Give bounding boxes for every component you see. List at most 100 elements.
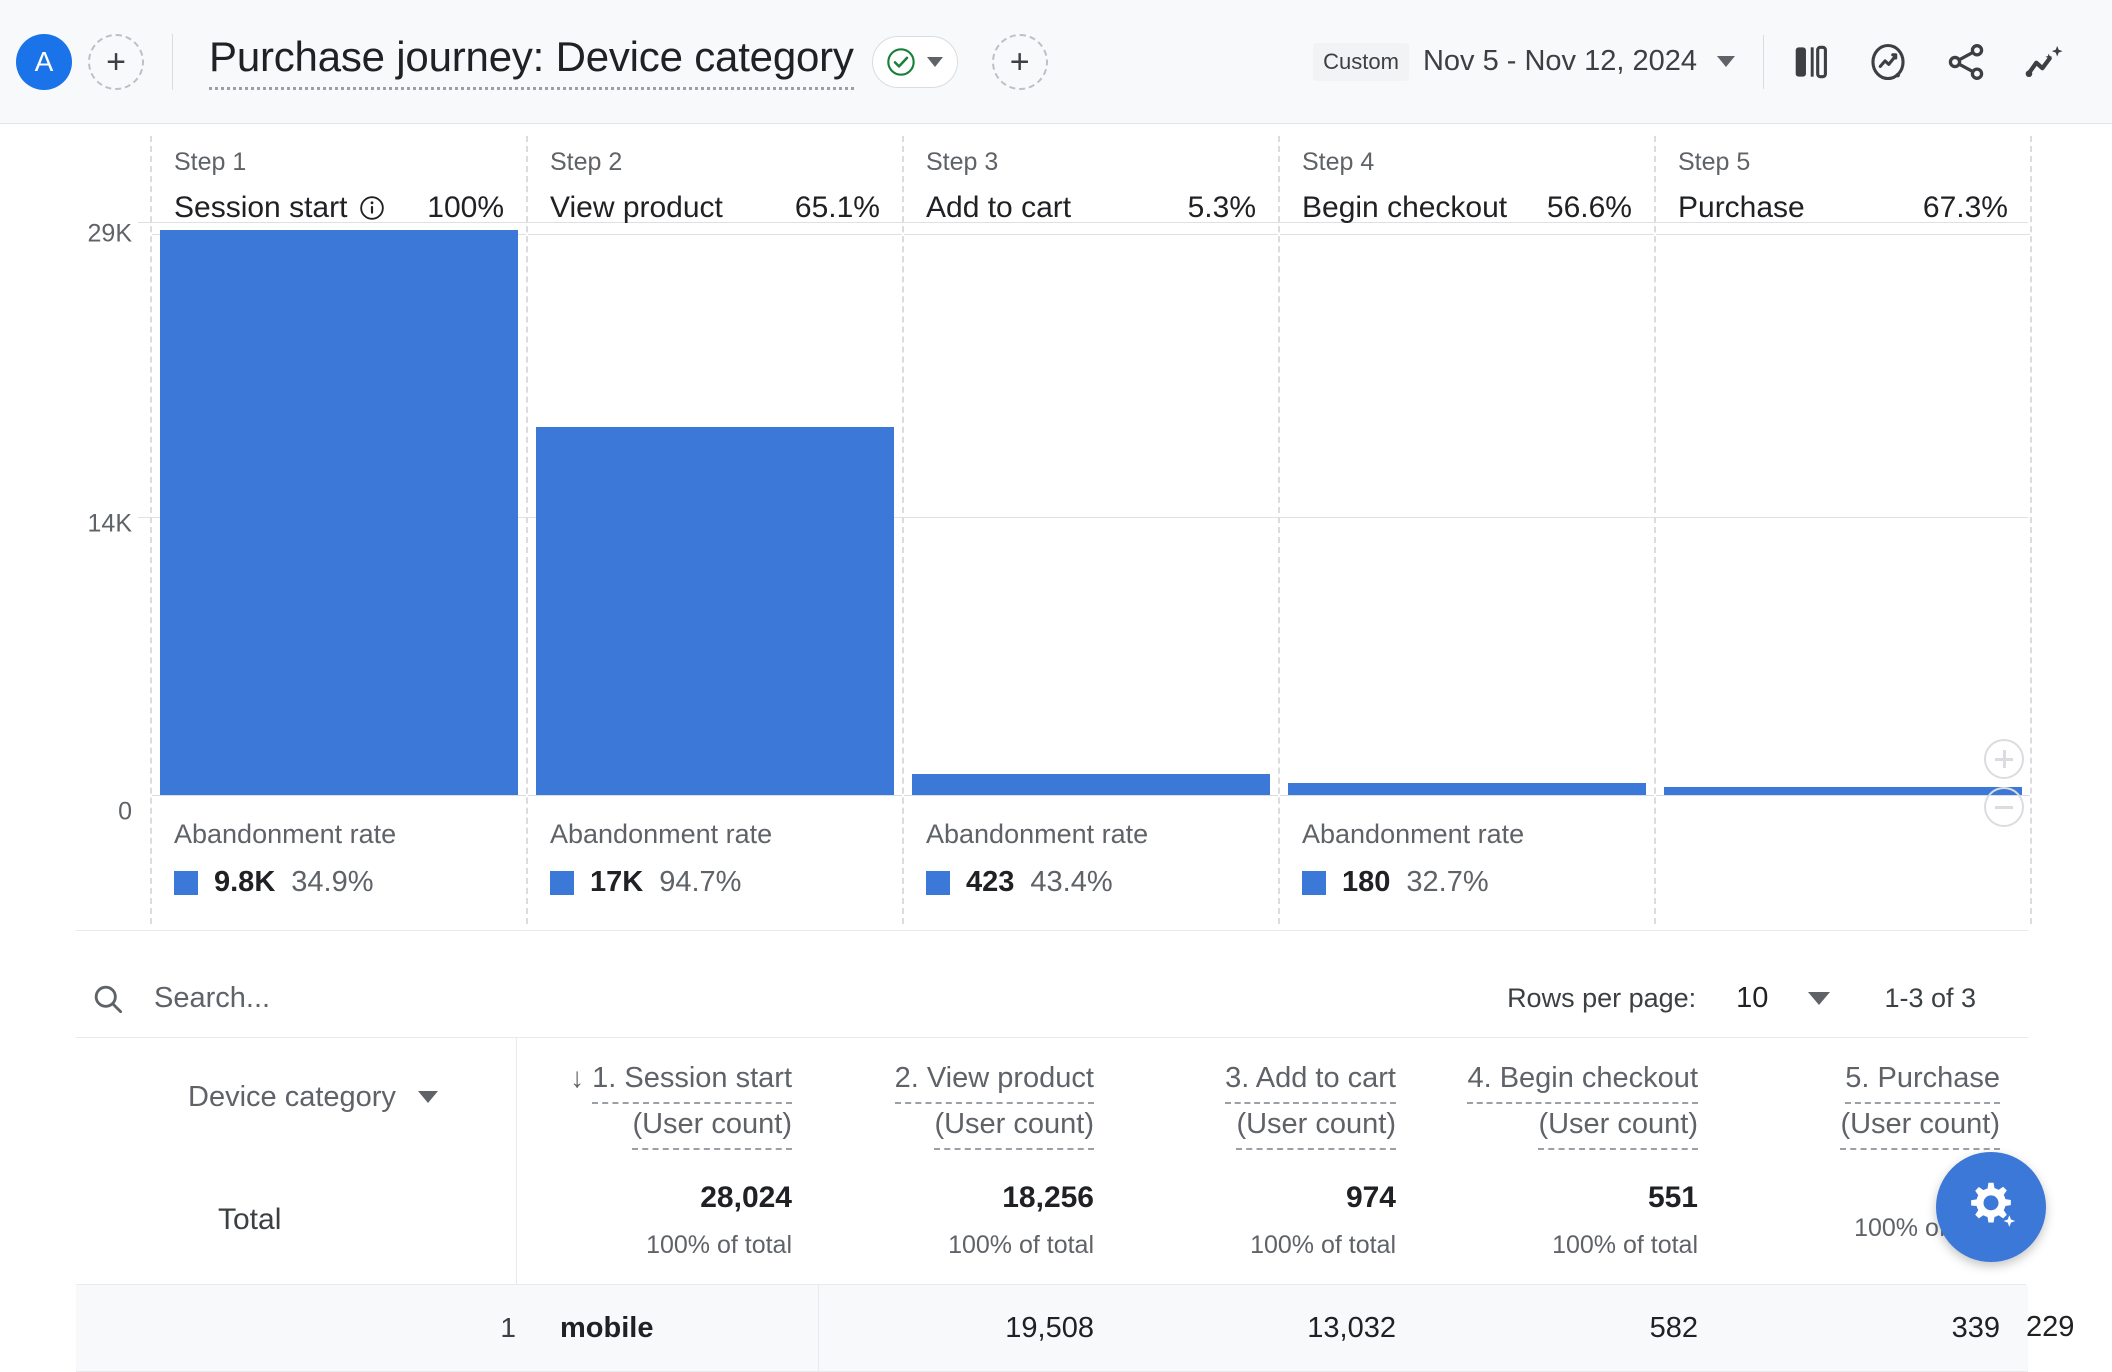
metric-header-title: 1. Session start [592, 1058, 792, 1104]
row-metric-cell: 582 [1422, 1284, 1724, 1372]
check-circle-icon [887, 47, 915, 76]
step-completion-rate: 65.1% [794, 191, 880, 224]
abandonment-label: Abandonment rate [926, 819, 1149, 849]
column-header-dimension[interactable]: Device category [76, 1038, 517, 1156]
dimension-header-label: Device category [188, 1080, 396, 1113]
funnel-bar[interactable] [160, 230, 518, 796]
metric-header-title: 3. Add to cart [1225, 1058, 1396, 1104]
row-metric-cell: 229 [2026, 1284, 2074, 1372]
total-value: 28,024 [700, 1180, 792, 1214]
step-completion-rate: 56.6% [1546, 191, 1632, 224]
step-completion-rate: 67.3% [1922, 191, 2008, 224]
funnel-step-2[interactable]: Step 2 View product 65.1% Abandonment ra… [526, 136, 904, 924]
plot-baseline [528, 795, 902, 796]
total-subtext: 100% of total [948, 1230, 1094, 1259]
chevron-down-icon[interactable] [1808, 992, 1831, 1005]
step-name: Begin checkout [1302, 191, 1508, 224]
trends-sparkle-icon[interactable] [2022, 40, 2066, 84]
step-plot [152, 230, 526, 796]
row-metric-cell: 13,032 [1120, 1284, 1422, 1372]
step-completion-rate: 100% [427, 191, 504, 224]
column-header-step-5[interactable]: 5. Purchase (User count) [1724, 1038, 2026, 1156]
funnel-bar[interactable] [536, 427, 894, 796]
gridline [138, 517, 2028, 518]
info-icon[interactable] [359, 195, 385, 221]
plot-baseline [152, 795, 526, 796]
funnel-y-axis: 29K 14K 0 [0, 124, 150, 936]
column-header-step-4[interactable]: 4. Begin checkout (User count) [1422, 1038, 1724, 1156]
rows-per-page-value[interactable]: 10 [1736, 982, 1769, 1014]
chart-bottom-divider [76, 930, 2028, 931]
series-swatch-icon [926, 870, 950, 895]
funnel-bar[interactable] [1664, 787, 2022, 796]
total-subtext: 100% of total [1552, 1230, 1698, 1259]
chevron-down-icon[interactable] [417, 1091, 438, 1103]
series-swatch-icon [1302, 870, 1326, 895]
add-property-button[interactable]: + [88, 33, 144, 90]
abandonment-percent: 43.4% [1030, 866, 1113, 898]
funnel-bar[interactable] [1288, 783, 1646, 796]
validation-status-chip[interactable] [871, 35, 958, 88]
share-icon[interactable] [1944, 40, 1988, 84]
row-dimension-value[interactable]: mobile [516, 1284, 819, 1372]
metric-header-sub: (User count) [934, 1104, 1094, 1151]
rows-per-page-control: Rows per page: 10 [1507, 982, 1831, 1015]
plot-baseline [1280, 795, 1654, 796]
gear-sparkle-icon [1971, 1182, 2016, 1227]
funnel-step-3[interactable]: Step 3 Add to cart 5.3% Abandonment rate… [902, 136, 1280, 924]
search-icon[interactable] [90, 981, 126, 1017]
exploration-data-table: Device category ↓ 1. Session start (User … [76, 1038, 2074, 1372]
total-cell: 974 100% of total [1120, 1156, 1422, 1285]
table-toolbar: Rows per page: 10 1-3 of 3 [76, 960, 2028, 1038]
metric-header-sub: (User count) [632, 1104, 792, 1151]
step-footer: Abandonment rate 180 32.7% [1280, 796, 1654, 924]
insights-icon[interactable] [1866, 40, 1910, 84]
step-plot [1656, 234, 2030, 796]
metric-header-sub: (User count) [1236, 1104, 1396, 1151]
plot-baseline [904, 795, 1278, 796]
chevron-down-icon [1717, 56, 1735, 67]
metric-header-sub: (User count) [1840, 1104, 2000, 1151]
search-input[interactable] [152, 981, 756, 1016]
page-title[interactable]: Purchase journey: Device category [209, 33, 854, 90]
metric-header-title: 5. Purchase [1845, 1058, 2000, 1104]
step-header: Step 4 Begin checkout 56.6% [1280, 136, 1654, 234]
step-name: View product [550, 191, 723, 224]
step-name: Session start [174, 191, 385, 225]
funnel-bar[interactable] [912, 774, 1270, 796]
funnel-step-1[interactable]: Step 1 Session start 100% [150, 136, 528, 924]
sort-descending-icon: ↓ [570, 1061, 585, 1093]
toolbar-divider-right [1763, 34, 1764, 89]
row-index: 1 [76, 1284, 516, 1372]
date-range-selector[interactable]: Custom Nov 5 - Nov 12, 2024 [1313, 42, 1735, 81]
compare-icon[interactable] [1788, 40, 1832, 84]
abandonment-percent: 34.9% [291, 866, 374, 898]
zoom-out-button[interactable] [1984, 787, 2024, 827]
funnel-step-4[interactable]: Step 4 Begin checkout 56.6% Abandonment … [1278, 136, 1656, 924]
insights-fab-button[interactable] [1936, 1152, 2046, 1262]
table-row[interactable]: 1 mobile 19,508 13,032 582 339 229 [76, 1284, 2074, 1372]
column-header-step-2[interactable]: 2. View product (User count) [818, 1038, 1120, 1156]
column-header-step-1[interactable]: ↓ 1. Session start (User count) [516, 1038, 818, 1156]
step-header: Step 3 Add to cart 5.3% [904, 136, 1278, 234]
app-top-bar: A + Purchase journey: Device category + … [0, 0, 2112, 124]
y-tick-label: 0 [118, 797, 132, 826]
abandonment-label: Abandonment rate [1302, 819, 1525, 849]
total-value: 551 [1647, 1180, 1698, 1214]
funnel-steps: Step 1 Session start 100% [150, 136, 2032, 924]
step-number-label: Step 1 [174, 148, 247, 176]
account-avatar[interactable]: A [16, 33, 72, 90]
funnel-step-5[interactable]: Step 5 Purchase 67.3% [1654, 136, 2032, 924]
add-comparison-button[interactable]: + [991, 33, 1048, 90]
zoom-in-button[interactable] [1984, 739, 2024, 779]
step-header: Step 1 Session start 100% [152, 136, 526, 234]
step-name: Purchase [1678, 191, 1805, 224]
column-header-step-3[interactable]: 3. Add to cart (User count) [1120, 1038, 1422, 1156]
total-subtext: 100% of total [1250, 1230, 1396, 1259]
table-total-row: Total 28,024 100% of total 18,256 100% o… [76, 1156, 2028, 1285]
total-subtext: 100% of total [646, 1230, 792, 1259]
step-header: Step 2 View product 65.1% [528, 136, 902, 234]
y-tick-label: 14K [87, 509, 132, 538]
metric-header-title: 2. View product [894, 1058, 1094, 1104]
rows-per-page-label: Rows per page: [1507, 983, 1697, 1013]
